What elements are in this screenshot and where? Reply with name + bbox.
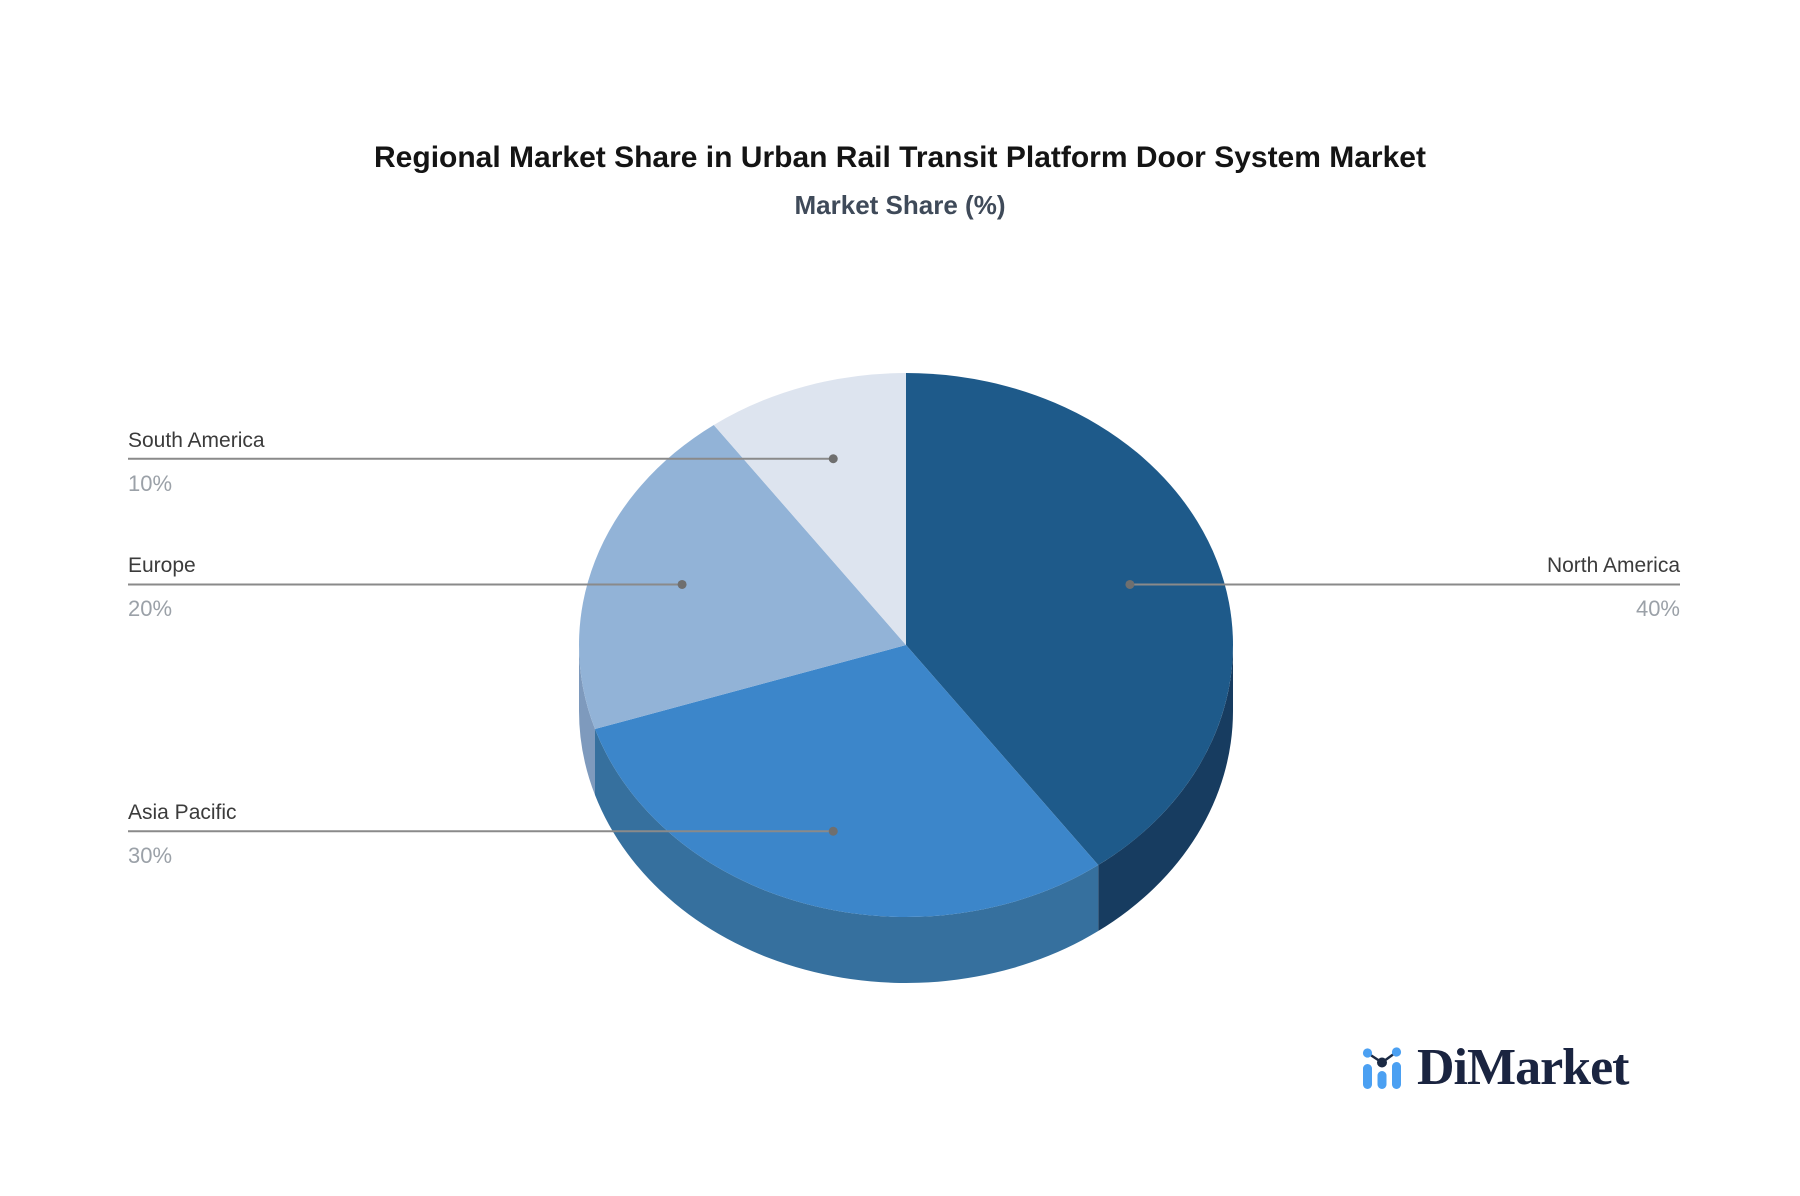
slice-label-name: Europe bbox=[128, 554, 196, 578]
chart-subtitle: Market Share (%) bbox=[794, 190, 1006, 220]
slice-label-name: North America bbox=[1546, 554, 1680, 578]
dimarket-logo-text: DiMarket bbox=[1417, 1039, 1629, 1096]
slice-label-name: South America bbox=[128, 428, 265, 452]
slice-label-pct: 30% bbox=[128, 843, 173, 869]
callout-dot-asia-pacific bbox=[828, 826, 838, 836]
pie-slice-south-america bbox=[713, 373, 906, 645]
pie-slice-north-america bbox=[906, 373, 1234, 866]
pie-side-asia-pacific bbox=[595, 729, 1099, 984]
pie-side-europe bbox=[579, 645, 596, 796]
slice-label-pct: 20% bbox=[128, 596, 173, 622]
callout-dot-north-america bbox=[1125, 579, 1135, 589]
callout-dot-europe bbox=[677, 579, 687, 589]
callout-europe: Europe 20% bbox=[128, 553, 196, 622]
callout-asia-pacific: Asia Pacific 30% bbox=[128, 800, 237, 869]
pie-side-north-america bbox=[1098, 645, 1233, 932]
slice-label-pct: 40% bbox=[1635, 596, 1680, 622]
dimarket-logo-icon bbox=[1362, 1047, 1402, 1089]
page-title: Regional Market Share in Urban Rail Tran… bbox=[374, 141, 1426, 174]
slice-label-name: Asia Pacific bbox=[128, 801, 237, 825]
callout-dot-south-america bbox=[828, 454, 838, 464]
pie-slice-asia-pacific bbox=[595, 645, 1099, 917]
dimarket-logo: DiMarket bbox=[1360, 1038, 1629, 1098]
callout-south-america: South America 10% bbox=[128, 428, 265, 497]
slice-label-pct: 10% bbox=[128, 470, 173, 496]
pie-slice-europe bbox=[579, 424, 906, 730]
callout-north-america: North America 40% bbox=[1547, 553, 1680, 622]
